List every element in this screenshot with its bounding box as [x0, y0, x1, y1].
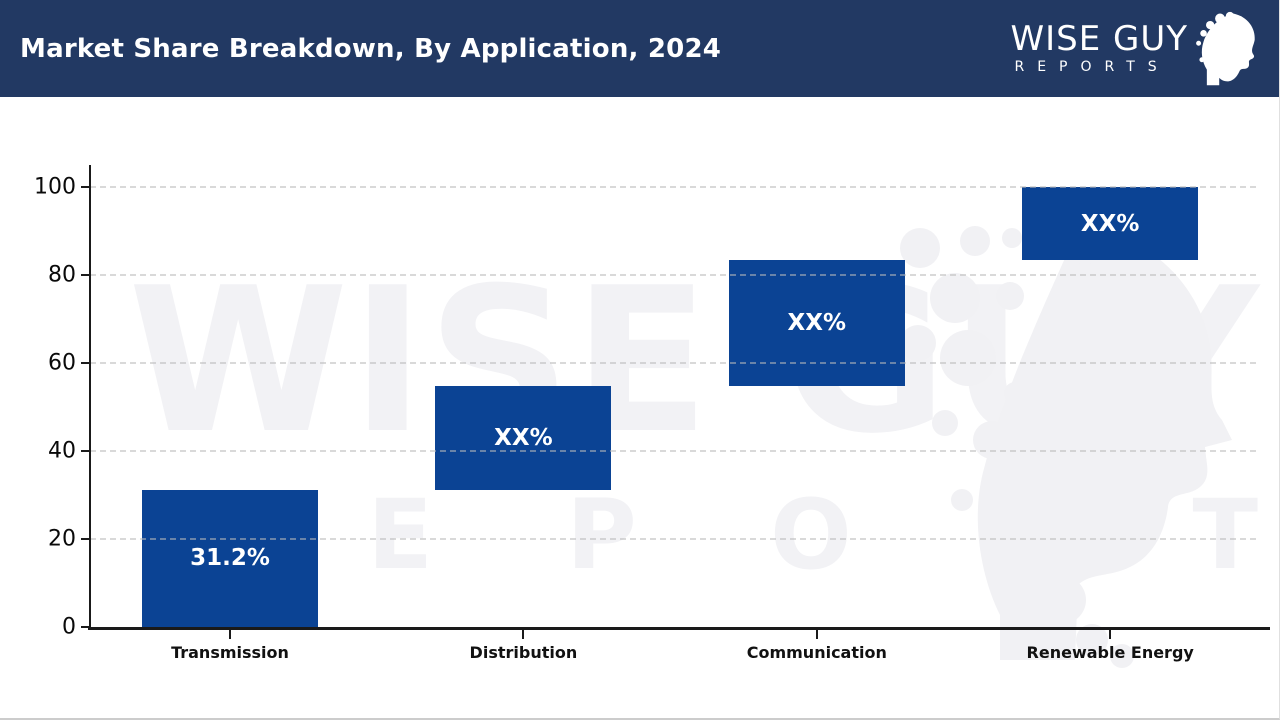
y-tick-label-100: 100 [34, 174, 76, 200]
y-tick-label-20: 20 [48, 526, 76, 552]
x-tick-label-3: Renewable Energy [1026, 643, 1194, 662]
y-tickmark-100 [81, 186, 90, 188]
x-tickmark-0 [229, 630, 231, 639]
y-tickmark-20 [81, 538, 90, 540]
bar-value-label: XX% [494, 424, 553, 451]
y-tick-label-60: 60 [48, 350, 76, 376]
y-tickmark-80 [81, 274, 90, 276]
brand-logo: WISE GUY REPORTS [1010, 6, 1258, 92]
bar-segment: 31.2% [142, 489, 318, 627]
y-tickmark-40 [81, 450, 90, 452]
bar-value-label: XX% [787, 310, 847, 337]
brand-name: WISE GUY [1010, 18, 1188, 59]
x-tick-label-2: Communication [746, 643, 887, 662]
y-tickmark-0 [81, 626, 90, 628]
y-tick-label-40: 40 [48, 438, 76, 464]
brand-subtitle: REPORTS [1014, 59, 1170, 76]
gridline-20 [90, 538, 1256, 540]
y-axis-line [89, 165, 91, 627]
gridline-40 [90, 450, 1256, 452]
gridline-60 [90, 362, 1256, 364]
x-tick-label-1: Distribution [469, 643, 578, 662]
bar-value-label: 31.2% [190, 545, 270, 572]
dotted-head-logo-icon [1196, 11, 1255, 85]
brand-logo-text: WISE GUY REPORTS [1010, 18, 1188, 76]
page-title: Market Share Breakdown, By Application, … [20, 33, 722, 64]
x-tickmark-1 [522, 630, 525, 639]
gridline-80 [90, 274, 1256, 276]
chart-plot-area: WISE GUY R E P O R T S 02040608010031.2%… [0, 97, 1279, 718]
x-axis-line [88, 627, 1270, 630]
y-tick-label-80: 80 [48, 262, 76, 288]
header-bar: Market Share Breakdown, By Application, … [0, 0, 1279, 97]
x-tickmark-2 [815, 630, 818, 639]
x-tickmark-3 [1109, 630, 1112, 639]
gridline-100 [90, 186, 1256, 188]
bar-segment: XX% [1022, 187, 1199, 261]
y-tick-label-0: 0 [62, 614, 76, 640]
bar-value-label: XX% [1080, 210, 1140, 237]
y-tickmark-60 [81, 362, 90, 364]
dotted-head-watermark [900, 225, 1232, 668]
x-tick-label-0: Transmission [171, 643, 289, 662]
bar-segment: XX% [728, 260, 905, 386]
bar-segment: XX% [435, 385, 612, 490]
